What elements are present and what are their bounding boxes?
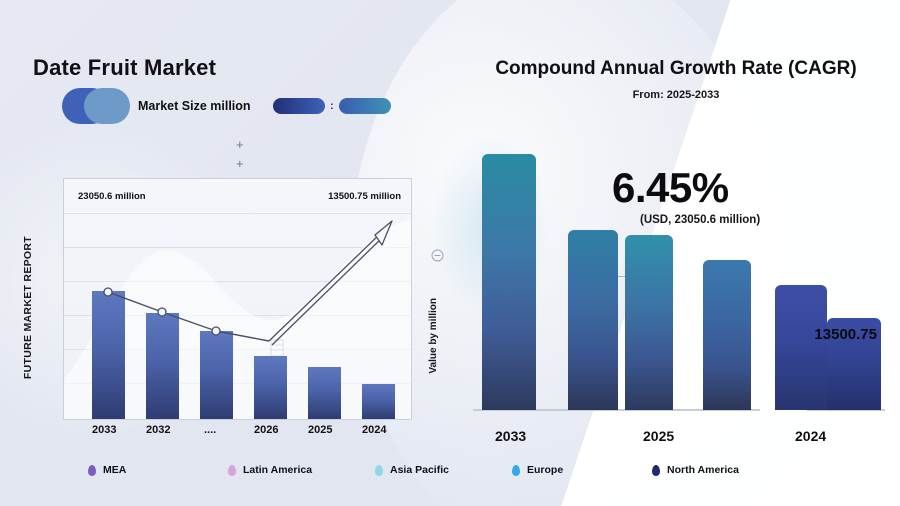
left-chart-bars <box>64 179 411 419</box>
x-label-2032: 2032 <box>146 424 171 436</box>
bar-dots <box>200 331 233 419</box>
gridline <box>64 281 411 282</box>
legend-item-asia-pacific: Asia Pacific <box>375 464 449 476</box>
legend-dot-icon <box>652 464 660 476</box>
logo-label: Market Size million <box>138 99 251 113</box>
legend-item-mea: MEA <box>88 464 126 476</box>
minus-circle-icon <box>431 249 444 262</box>
cagr-value: 6.45% <box>612 164 729 211</box>
right-cagr-chart: 13500.75 <box>455 140 885 425</box>
logo-right-shape <box>84 88 130 124</box>
legend-item-europe: Europe <box>512 464 563 476</box>
trend-line-and-arrow <box>103 220 393 346</box>
bar-2033 <box>92 291 125 419</box>
x-label-2026: 2026 <box>254 424 279 436</box>
left-chart-y-axis-label: FUTURE MARKET REPORT <box>22 236 34 380</box>
x-label-2024: 2024 <box>362 424 387 436</box>
x-label-2033: 2033 <box>495 428 527 444</box>
bar-2025-a <box>625 235 673 410</box>
legend-dot-icon <box>228 464 236 476</box>
pill-separator: : <box>330 100 334 112</box>
logo-row: Market Size million <box>62 88 251 124</box>
legend-item-latin-america: Latin America <box>228 464 312 476</box>
pill-badges: : <box>273 98 391 114</box>
cagr-title: Compound Annual Growth Rate (CAGR) <box>495 58 857 79</box>
bar-2033-b <box>568 230 618 410</box>
plus-icon-2: + <box>236 156 244 171</box>
legend-label: Asia Pacific <box>390 464 449 476</box>
cagr-subtitle: From: 2025-2033 <box>632 89 720 101</box>
left-chart-annotation-start: 23050.6 million <box>78 191 146 202</box>
right-chart-x-axis: 2033 2025 2024 <box>455 428 885 448</box>
group-baseline-2024 <box>807 409 885 411</box>
page-title: Date Fruit Market <box>33 55 217 80</box>
plus-icon-1: + <box>236 137 244 152</box>
bar-2024-b <box>827 318 881 410</box>
legend-dot-icon <box>88 464 96 476</box>
gridline <box>64 213 411 214</box>
group-baseline-2025 <box>615 409 760 411</box>
x-label-dots: .... <box>204 424 217 436</box>
bar-2024-a <box>775 285 827 410</box>
x-label-2025: 2025 <box>643 428 675 444</box>
right-chart-y-axis-label: Value by million <box>428 298 439 374</box>
left-chart-x-axis: 2033 2032 .... 2026 2025 2024 <box>63 424 410 442</box>
pill-badge-secondary <box>338 98 391 114</box>
legend-label: MEA <box>103 464 127 476</box>
cagr-unit: (USD, 23050.6 million) <box>640 214 761 226</box>
bar-2024 <box>362 384 395 419</box>
legend-dot-icon <box>512 464 520 476</box>
group-baseline-2033 <box>473 409 633 411</box>
left-market-size-chart: 23050.6 million 13500.75 million <box>63 178 412 420</box>
x-label-2033: 2033 <box>92 424 117 436</box>
legend-dot-icon <box>375 464 383 476</box>
bar-2026 <box>254 356 287 419</box>
x-label-2025: 2025 <box>308 424 333 436</box>
left-chart-annotation-end: 13500.75 million <box>328 191 401 202</box>
region-legend: MEA Latin America Asia Pacific Europe No… <box>80 464 800 486</box>
plus-decoration: + + <box>236 137 244 171</box>
x-label-2024: 2024 <box>795 428 827 444</box>
gridline <box>64 247 411 248</box>
two-tone-venn-logo-icon <box>62 88 130 124</box>
legend-item-north-america: North America <box>652 464 739 476</box>
legend-label: Europe <box>527 464 564 476</box>
legend-label: North America <box>667 464 739 476</box>
legend-label: Latin America <box>243 464 313 476</box>
bar-2025-b <box>703 260 751 410</box>
bar-2033-a <box>482 154 536 410</box>
pill-badge-primary <box>273 98 325 114</box>
bar-2025 <box>308 367 341 419</box>
right-chart-data-label: 13500.75 <box>814 326 877 343</box>
bar-2032 <box>146 313 179 419</box>
